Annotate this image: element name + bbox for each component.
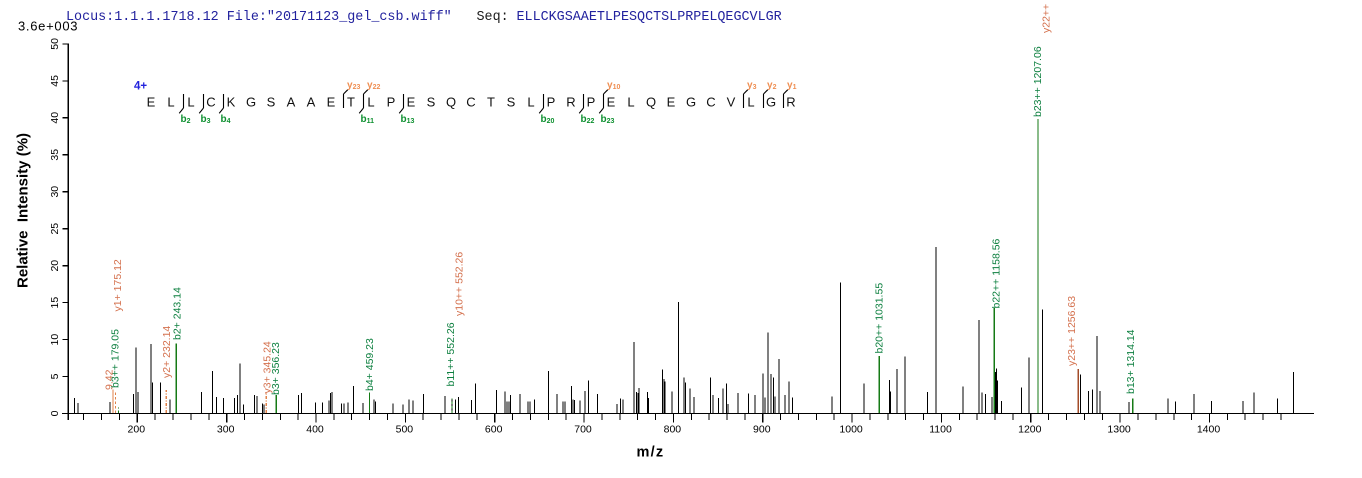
svg-text:b3+ 356.23: b3+ 356.23 [270,342,282,395]
svg-text:L: L [167,95,174,110]
svg-text:b4: b4 [221,114,231,125]
svg-text:m/z: m/z [637,445,665,461]
svg-text:P: P [387,95,396,110]
svg-text:E: E [327,95,336,110]
svg-text:E: E [147,95,156,110]
svg-text:b2+ 243.14: b2+ 243.14 [172,287,184,340]
svg-text:y10: y10 [607,80,620,91]
svg-text:E: E [607,95,616,110]
svg-text:C: C [706,95,715,110]
svg-text:50: 50 [49,38,61,50]
svg-text:b13+ 1314.14: b13+ 1314.14 [1125,329,1137,394]
svg-text:y2: y2 [767,80,777,91]
svg-text:L: L [367,95,374,110]
svg-text:10: 10 [49,334,61,346]
svg-text:y22: y22 [367,80,380,91]
svg-text:700: 700 [574,424,592,436]
svg-text:L: L [627,95,634,110]
svg-text:y22++: y22++ [1041,4,1053,33]
svg-text:y23: y23 [347,80,360,91]
svg-text:C: C [206,95,215,110]
svg-text:y1: y1 [787,80,797,91]
svg-text:b20: b20 [541,114,555,125]
svg-text:b20++ 1031.55: b20++ 1031.55 [874,283,886,354]
svg-text:G: G [766,95,776,110]
svg-text:y23++ 1256.63: y23++ 1256.63 [1066,296,1078,366]
svg-text:L: L [187,95,194,110]
svg-text:Q: Q [446,95,456,110]
svg-text:b13: b13 [401,114,415,125]
svg-text:R: R [786,95,795,110]
svg-text:30: 30 [49,186,61,198]
svg-text:Relative Intensity (%): Relative Intensity (%) [15,133,32,288]
svg-text:y1+ 175.12: y1+ 175.12 [112,259,124,311]
svg-text:800: 800 [664,424,682,436]
svg-text:45: 45 [49,75,61,87]
svg-text:T: T [487,95,495,110]
svg-text:25: 25 [49,223,61,235]
svg-text:0: 0 [49,410,61,416]
svg-text:1000: 1000 [839,424,863,436]
svg-text:b11: b11 [361,114,375,125]
svg-text:5: 5 [49,373,61,379]
svg-text:G: G [246,95,256,110]
svg-text:b23++ 1207.06: b23++ 1207.06 [1032,46,1044,117]
svg-text:E: E [667,95,676,110]
svg-text:E: E [407,95,416,110]
svg-text:b22: b22 [581,114,595,125]
svg-text:b3++ 179.05: b3++ 179.05 [109,329,121,388]
svg-text:L: L [747,95,754,110]
svg-text:P: P [547,95,556,110]
svg-text:T: T [347,95,355,110]
svg-text:y10++ 552.26: y10++ 552.26 [454,252,466,316]
svg-text:Seq:: Seq: [477,10,509,25]
svg-text:K: K [227,95,236,110]
svg-text:15: 15 [49,297,61,309]
svg-text:20: 20 [49,260,61,272]
svg-text:b4+ 459.23: b4+ 459.23 [364,338,376,391]
svg-text:b22++ 1158.56: b22++ 1158.56 [991,238,1003,308]
svg-text:ELLCKGSAAETLPESQCTSLPRPELQEGCV: ELLCKGSAAETLPESQCTSLPRPELQEGCVLGR [517,10,782,25]
svg-text:1200: 1200 [1018,424,1042,436]
svg-text:4+: 4+ [134,81,147,93]
svg-text:3.6e+003: 3.6e+003 [18,19,78,34]
svg-text:y3: y3 [747,80,757,91]
svg-text:b3: b3 [201,114,211,125]
svg-text:300: 300 [217,424,235,436]
svg-text:1100: 1100 [929,424,952,436]
svg-text:A: A [287,95,296,110]
svg-text:V: V [727,95,736,110]
svg-text:S: S [427,95,436,110]
svg-text:S: S [507,95,516,110]
svg-text:1400: 1400 [1197,424,1221,436]
svg-text:500: 500 [396,424,414,436]
svg-text:L: L [527,95,534,110]
svg-text:40: 40 [49,112,61,124]
svg-text:35: 35 [49,149,61,161]
svg-text:R: R [566,95,575,110]
svg-text:C: C [466,95,475,110]
svg-text:400: 400 [306,424,324,436]
svg-text:b11++ 552.26: b11++ 552.26 [445,322,457,386]
svg-text:Q: Q [646,95,656,110]
svg-text:A: A [307,95,316,110]
svg-text:1300: 1300 [1107,424,1131,436]
svg-text:P: P [587,95,596,110]
svg-text:9.42: 9.42 [104,369,116,390]
svg-text:Locus:1.1.1.1718.12 File:"2017: Locus:1.1.1.1718.12 File:"20171123_gel_c… [66,10,452,25]
svg-text:200: 200 [128,424,146,436]
svg-text:S: S [267,95,276,110]
svg-text:900: 900 [753,424,771,436]
svg-text:y2+ 232.14: y2+ 232.14 [161,326,173,378]
svg-text:b23: b23 [601,114,615,125]
svg-text:600: 600 [485,424,503,436]
svg-text:G: G [686,95,696,110]
svg-text:y3+ 345.24: y3+ 345.24 [261,341,273,393]
svg-text:b2: b2 [181,114,191,125]
